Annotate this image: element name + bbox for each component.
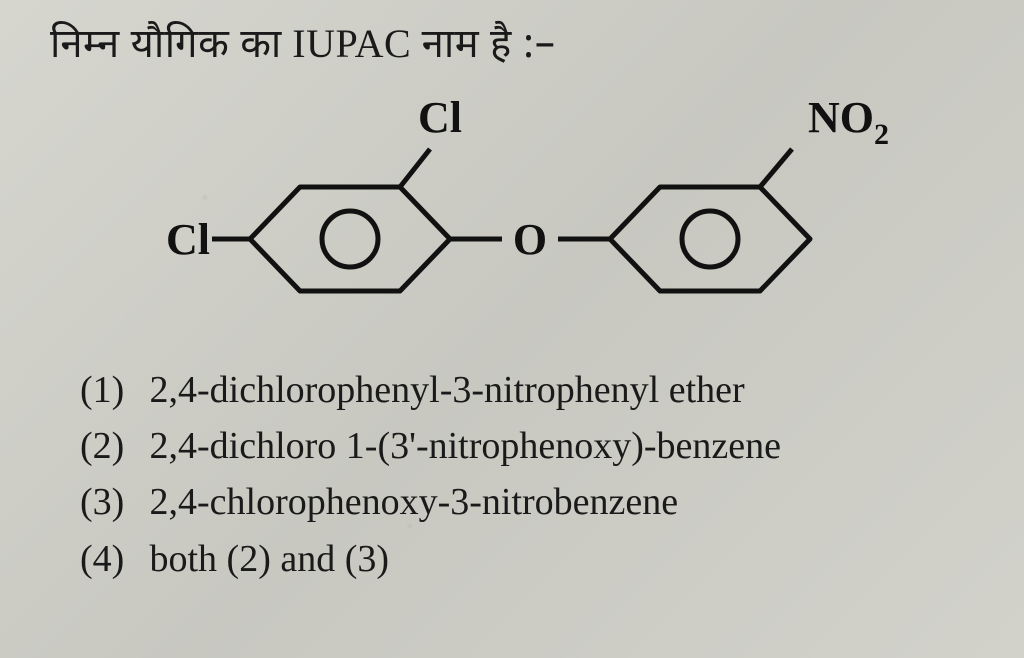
option-4: (4) both (2) and (3) [80,531,984,587]
no2-main: NO [808,93,874,142]
right-ring [610,187,810,291]
bond-no2 [760,149,792,187]
iupac-word: IUPAC [292,21,411,66]
no2-sub: 2 [874,118,889,151]
cl-top-label: Cl [418,93,462,142]
option-3-text: 2,4-chlorophenoxy-3-nitrobenzene [150,481,679,523]
option-1-num: (1) [80,362,140,418]
question-suffix: नाम है :– [422,22,556,74]
no2-label: NO2 [808,93,889,151]
options-list: (1) 2,4-dichlorophenyl-3-nitrophenyl eth… [80,362,984,587]
option-1-text: 2,4-dichlorophenyl-3-nitrophenyl ether [150,369,745,411]
option-4-num: (4) [80,531,140,587]
chemical-structure: O Cl Cl NO2 [140,84,920,344]
option-3-num: (3) [80,474,140,530]
question-prefix: निम्न यौगिक का [50,22,282,74]
oxygen-label: O [513,215,547,264]
question-stem: निम्न यौगिक का IUPAC नाम है :– [50,20,984,74]
cl-left-label: Cl [166,215,210,264]
molecule-svg: O Cl Cl NO2 [140,84,920,344]
option-4-text: both (2) and (3) [150,538,390,580]
bond-cl-top [400,149,430,187]
page: निम्न यौगिक का IUPAC नाम है :– O [0,0,1024,658]
option-3: (3) 2,4-chlorophenoxy-3-nitrobenzene [80,474,984,530]
left-ring [250,187,450,291]
option-1: (1) 2,4-dichlorophenyl-3-nitrophenyl eth… [80,362,984,418]
option-2: (2) 2,4-dichloro 1-(3'-nitrophenoxy)-ben… [80,418,984,474]
option-2-text: 2,4-dichloro 1-(3'-nitrophenoxy)-benzene [150,425,782,467]
option-2-num: (2) [80,418,140,474]
